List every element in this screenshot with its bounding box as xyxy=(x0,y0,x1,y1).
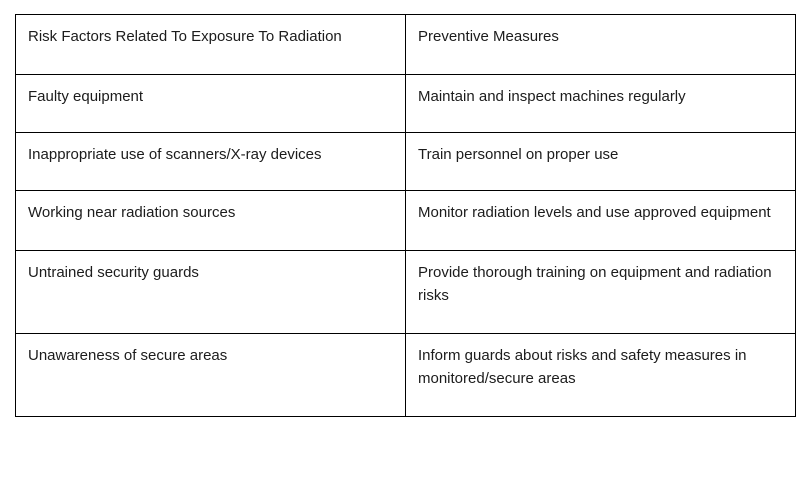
risk-cell: Faulty equipment xyxy=(15,74,406,133)
risk-factors-table: Risk Factors Related To Exposure To Radi… xyxy=(15,14,796,417)
measure-cell: Provide thorough training on equipment a… xyxy=(405,250,796,334)
risk-cell: Working near radiation sources xyxy=(15,190,406,251)
table-row: Untrained security guards Provide thorou… xyxy=(15,250,796,334)
header-preventive-measures: Preventive Measures xyxy=(405,14,796,75)
measure-cell: Train personnel on proper use xyxy=(405,132,796,191)
risk-cell: Untrained security guards xyxy=(15,250,406,334)
risk-cell: Unawareness of secure areas xyxy=(15,333,406,417)
risk-cell: Inappropriate use of scanners/X-ray devi… xyxy=(15,132,406,191)
measure-cell: Maintain and inspect machines regularly xyxy=(405,74,796,133)
header-risk-factors: Risk Factors Related To Exposure To Radi… xyxy=(15,14,406,75)
measure-cell: Inform guards about risks and safety mea… xyxy=(405,333,796,417)
table-row: Working near radiation sources Monitor r… xyxy=(15,190,796,251)
measure-cell: Monitor radiation levels and use approve… xyxy=(405,190,796,251)
table-row: Inappropriate use of scanners/X-ray devi… xyxy=(15,132,796,191)
table-row: Unawareness of secure areas Inform guard… xyxy=(15,333,796,417)
table-row: Faulty equipment Maintain and inspect ma… xyxy=(15,74,796,133)
table-header-row: Risk Factors Related To Exposure To Radi… xyxy=(15,14,796,75)
